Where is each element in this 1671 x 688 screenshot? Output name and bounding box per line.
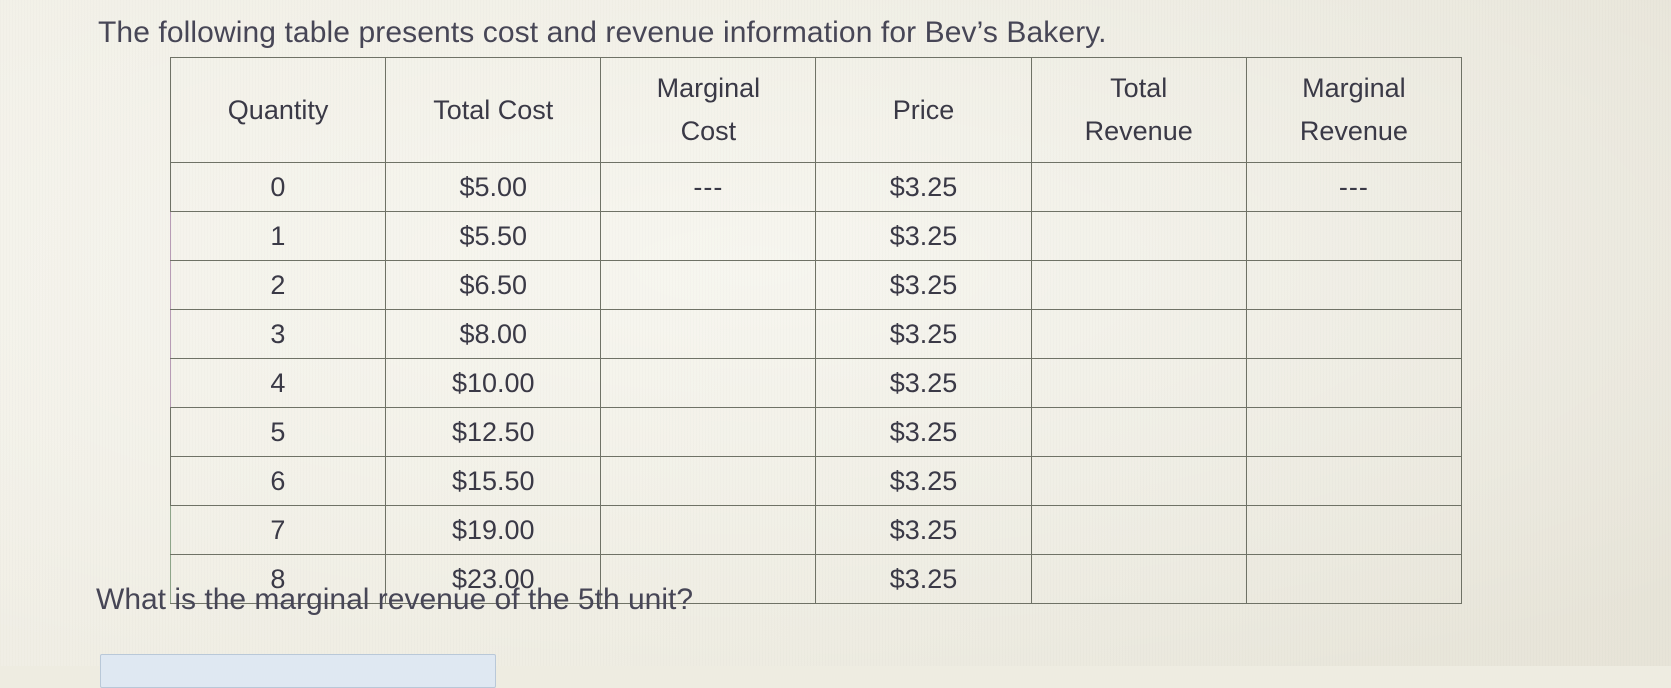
cell-quantity: 3 <box>169 309 387 359</box>
cell-total-revenue <box>1030 260 1247 310</box>
column-header-price-line1: Price <box>892 94 955 125</box>
table-row: 4 $10.00 $3.25 <box>169 358 1463 408</box>
table-row: 7 $19.00 $3.25 <box>169 505 1463 555</box>
cell-marginal-cost <box>600 407 817 457</box>
cell-price: $3.25 <box>815 260 1032 310</box>
column-header-total-cost: Total Cost <box>385 57 602 163</box>
table-header: Quantity Total Cost Marginal Cost Price … <box>169 57 1463 163</box>
cell-marginal-cost <box>600 260 817 310</box>
cell-price: $3.25 <box>815 554 1032 604</box>
cell-price: $3.25 <box>815 358 1032 408</box>
cell-marginal-cost <box>600 456 817 506</box>
cell-quantity: 0 <box>169 162 387 212</box>
cell-marginal-revenue <box>1245 358 1463 408</box>
table-row: 2 $6.50 $3.25 <box>169 260 1463 310</box>
column-header-marginal-revenue: Marginal Revenue <box>1245 57 1463 163</box>
cell-quantity: 5 <box>169 407 387 457</box>
cell-marginal-cost <box>600 211 817 261</box>
cell-price: $3.25 <box>815 505 1032 555</box>
table-row: 1 $5.50 $3.25 <box>169 211 1463 261</box>
cell-marginal-revenue <box>1245 505 1463 555</box>
table-row: 3 $8.00 $3.25 <box>169 309 1463 359</box>
cell-marginal-revenue <box>1245 407 1463 457</box>
column-header-marginal-revenue-line2: Revenue <box>1299 116 1408 146</box>
cell-price: $3.25 <box>815 162 1032 212</box>
cell-total-revenue <box>1030 358 1247 408</box>
column-header-total-revenue-line2: Revenue <box>1084 116 1193 146</box>
table-row: 0 $5.00 --- $3.25 --- <box>169 162 1463 212</box>
column-header-marginal-revenue-line1: Marginal <box>1302 73 1406 103</box>
cell-price: $3.25 <box>815 407 1032 457</box>
table-body: 0 $5.00 --- $3.25 --- 1 $5.50 $3.25 2 <box>169 162 1463 604</box>
cell-price: $3.25 <box>815 456 1032 506</box>
table-row: 6 $15.50 $3.25 <box>169 456 1463 506</box>
column-header-quantity: Quantity <box>169 57 387 163</box>
cell-marginal-revenue <box>1245 554 1463 604</box>
cell-marginal-revenue <box>1245 211 1463 261</box>
cell-quantity: 6 <box>169 456 387 506</box>
cell-price: $3.25 <box>815 211 1032 261</box>
cell-total-cost: $19.00 <box>385 505 602 555</box>
table-header-row: Quantity Total Cost Marginal Cost Price … <box>169 57 1463 163</box>
cell-total-cost: $10.00 <box>385 358 602 408</box>
cell-total-revenue <box>1030 211 1247 261</box>
cell-quantity: 2 <box>169 260 387 310</box>
cell-total-revenue <box>1030 456 1247 506</box>
column-header-total-revenue: Total Revenue <box>1030 57 1247 163</box>
cell-quantity: 4 <box>169 358 387 408</box>
question-intro-text: The following table presents cost and re… <box>98 16 1107 49</box>
cell-marginal-cost <box>600 309 817 359</box>
cell-total-revenue <box>1030 162 1247 212</box>
column-header-marginal-cost-line2: Cost <box>680 116 737 146</box>
cell-total-cost: $15.50 <box>385 456 602 506</box>
cell-total-revenue <box>1030 505 1247 555</box>
question-page: The following table presents cost and re… <box>96 16 1463 688</box>
cell-total-cost: $8.00 <box>385 309 602 359</box>
column-header-price: Price <box>815 57 1032 163</box>
cell-price: $3.25 <box>815 309 1032 359</box>
cell-total-revenue <box>1030 554 1247 604</box>
cell-total-cost: $6.50 <box>385 260 602 310</box>
table-row: 5 $12.50 $3.25 <box>169 407 1463 457</box>
cell-marginal-cost <box>600 505 817 555</box>
cost-revenue-table-container: Quantity Total Cost Marginal Cost Price … <box>169 57 1463 604</box>
cell-marginal-revenue: --- <box>1245 162 1463 212</box>
column-header-marginal-cost-line1: Marginal <box>656 73 761 103</box>
cell-total-revenue <box>1030 407 1247 457</box>
cell-total-cost: $5.00 <box>385 162 602 212</box>
question-text: What is the marginal revenue of the 5th … <box>96 583 694 616</box>
cell-marginal-cost: --- <box>600 162 817 212</box>
cell-quantity: 7 <box>169 505 387 555</box>
cell-quantity: 1 <box>169 211 387 261</box>
cell-marginal-revenue <box>1245 260 1463 310</box>
cost-revenue-table: Quantity Total Cost Marginal Cost Price … <box>169 57 1463 604</box>
cell-marginal-cost <box>600 358 817 408</box>
answer-input[interactable] <box>100 654 496 688</box>
column-header-total-cost-line1: Total Cost <box>433 94 554 125</box>
cell-marginal-revenue <box>1245 456 1463 506</box>
cell-total-revenue <box>1030 309 1247 359</box>
column-header-quantity-line1: Quantity <box>227 94 329 125</box>
cell-total-cost: $5.50 <box>385 211 602 261</box>
column-header-total-revenue-line1: Total <box>1110 73 1168 103</box>
cell-marginal-revenue <box>1245 309 1463 359</box>
column-header-marginal-cost: Marginal Cost <box>600 57 817 163</box>
cell-total-cost: $12.50 <box>385 407 602 457</box>
